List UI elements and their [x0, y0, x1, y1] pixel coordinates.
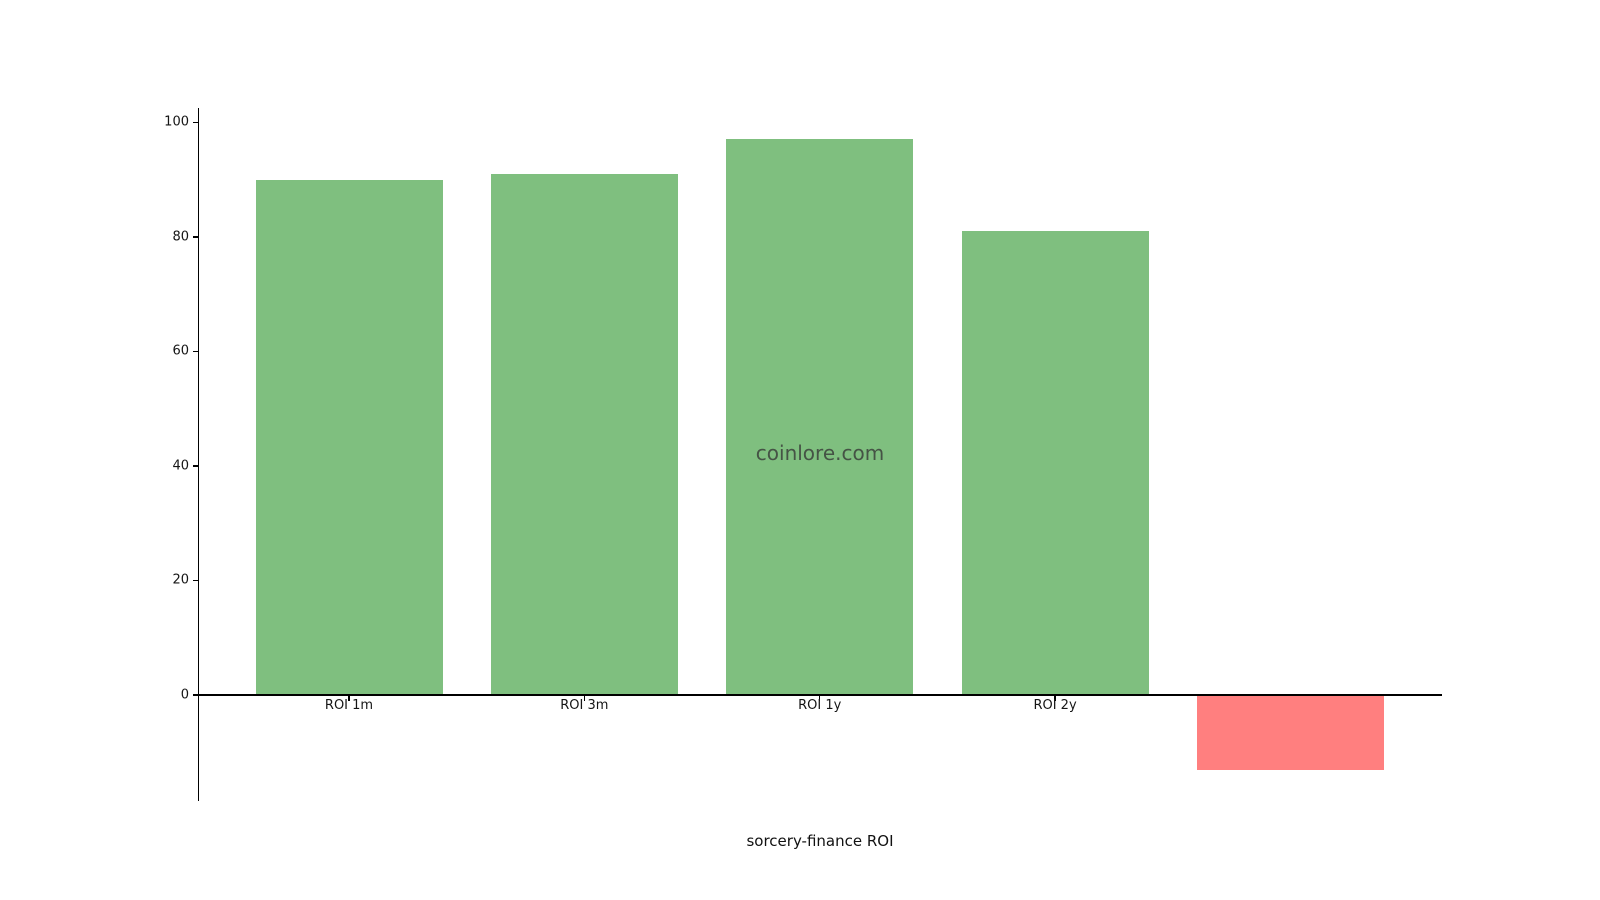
bar-roi-1m [255, 179, 443, 695]
bar-roi-2y [961, 231, 1149, 695]
y-tick-mark [192, 236, 198, 238]
bar-roi-3m [490, 173, 678, 695]
y-tick-label: 60 [172, 343, 189, 359]
x-tick-mark [583, 695, 586, 701]
x-axis-line [197, 694, 1442, 696]
y-tick-label: 40 [172, 458, 189, 474]
y-tick-label: 80 [172, 229, 189, 245]
x-tick-mark [348, 695, 350, 701]
x-tick-label: ROI 1y [798, 698, 842, 713]
y-tick-mark [192, 465, 198, 467]
bar-roi-1y [726, 139, 914, 695]
x-tick-label: ROI 2y [1033, 698, 1077, 713]
x-tick-label: ROI 3m [560, 698, 609, 713]
x-tick-mark [1054, 695, 1056, 701]
y-tick-mark [192, 579, 198, 582]
bar-5 [1196, 696, 1384, 771]
y-tick-mark [192, 694, 198, 696]
chart-title: sorcery-finance ROI [746, 832, 894, 850]
y-tick-label: 0 [180, 687, 189, 703]
y-tick-label: 100 [164, 114, 189, 130]
y-axis-line [197, 107, 199, 801]
x-tick-label: ROI 1m [324, 698, 374, 713]
watermark: coinlore.com [755, 441, 885, 465]
x-tick-mark [818, 695, 821, 701]
y-tick-mark [192, 350, 198, 353]
y-tick-label: 20 [172, 572, 189, 588]
y-tick-mark [192, 121, 198, 124]
